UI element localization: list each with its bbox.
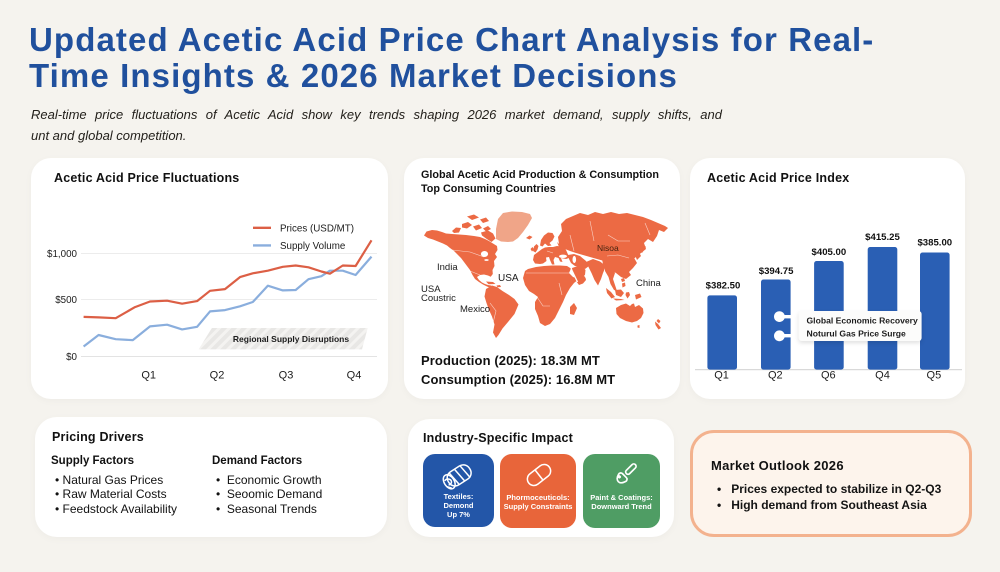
svg-text:Q1: Q1: [714, 369, 729, 381]
svg-text:$1,000: $1,000: [47, 249, 78, 260]
svg-text:Q2: Q2: [210, 369, 225, 381]
svg-text:Q4: Q4: [875, 369, 890, 381]
svg-text:Q1: Q1: [141, 369, 156, 381]
svg-text:$382.50: $382.50: [706, 281, 741, 292]
svg-text:Prices (USD/MT): Prices (USD/MT): [280, 223, 354, 234]
svg-text:Q6: Q6: [821, 369, 836, 381]
svg-text:Q2: Q2: [768, 369, 783, 381]
svg-text:$394.75: $394.75: [759, 266, 794, 277]
svg-text:$415.25: $415.25: [865, 232, 900, 243]
svg-text:Noturul Gas Price Surge: Noturul Gas Price Surge: [807, 329, 907, 339]
svg-text:Q5: Q5: [927, 369, 942, 381]
svg-text:Global Economic Recovery: Global Economic Recovery: [807, 316, 918, 326]
svg-text:Regional Supply Disruptions: Regional Supply Disruptions: [233, 334, 349, 344]
svg-text:Supply Volume: Supply Volume: [280, 241, 346, 252]
svg-text:$0: $0: [66, 352, 77, 363]
svg-text:Q4: Q4: [347, 369, 362, 381]
svg-text:Q3: Q3: [279, 369, 294, 381]
svg-text:$385.00: $385.00: [917, 237, 952, 248]
svg-text:$405.00: $405.00: [812, 247, 847, 258]
svg-text:$500: $500: [55, 295, 77, 306]
